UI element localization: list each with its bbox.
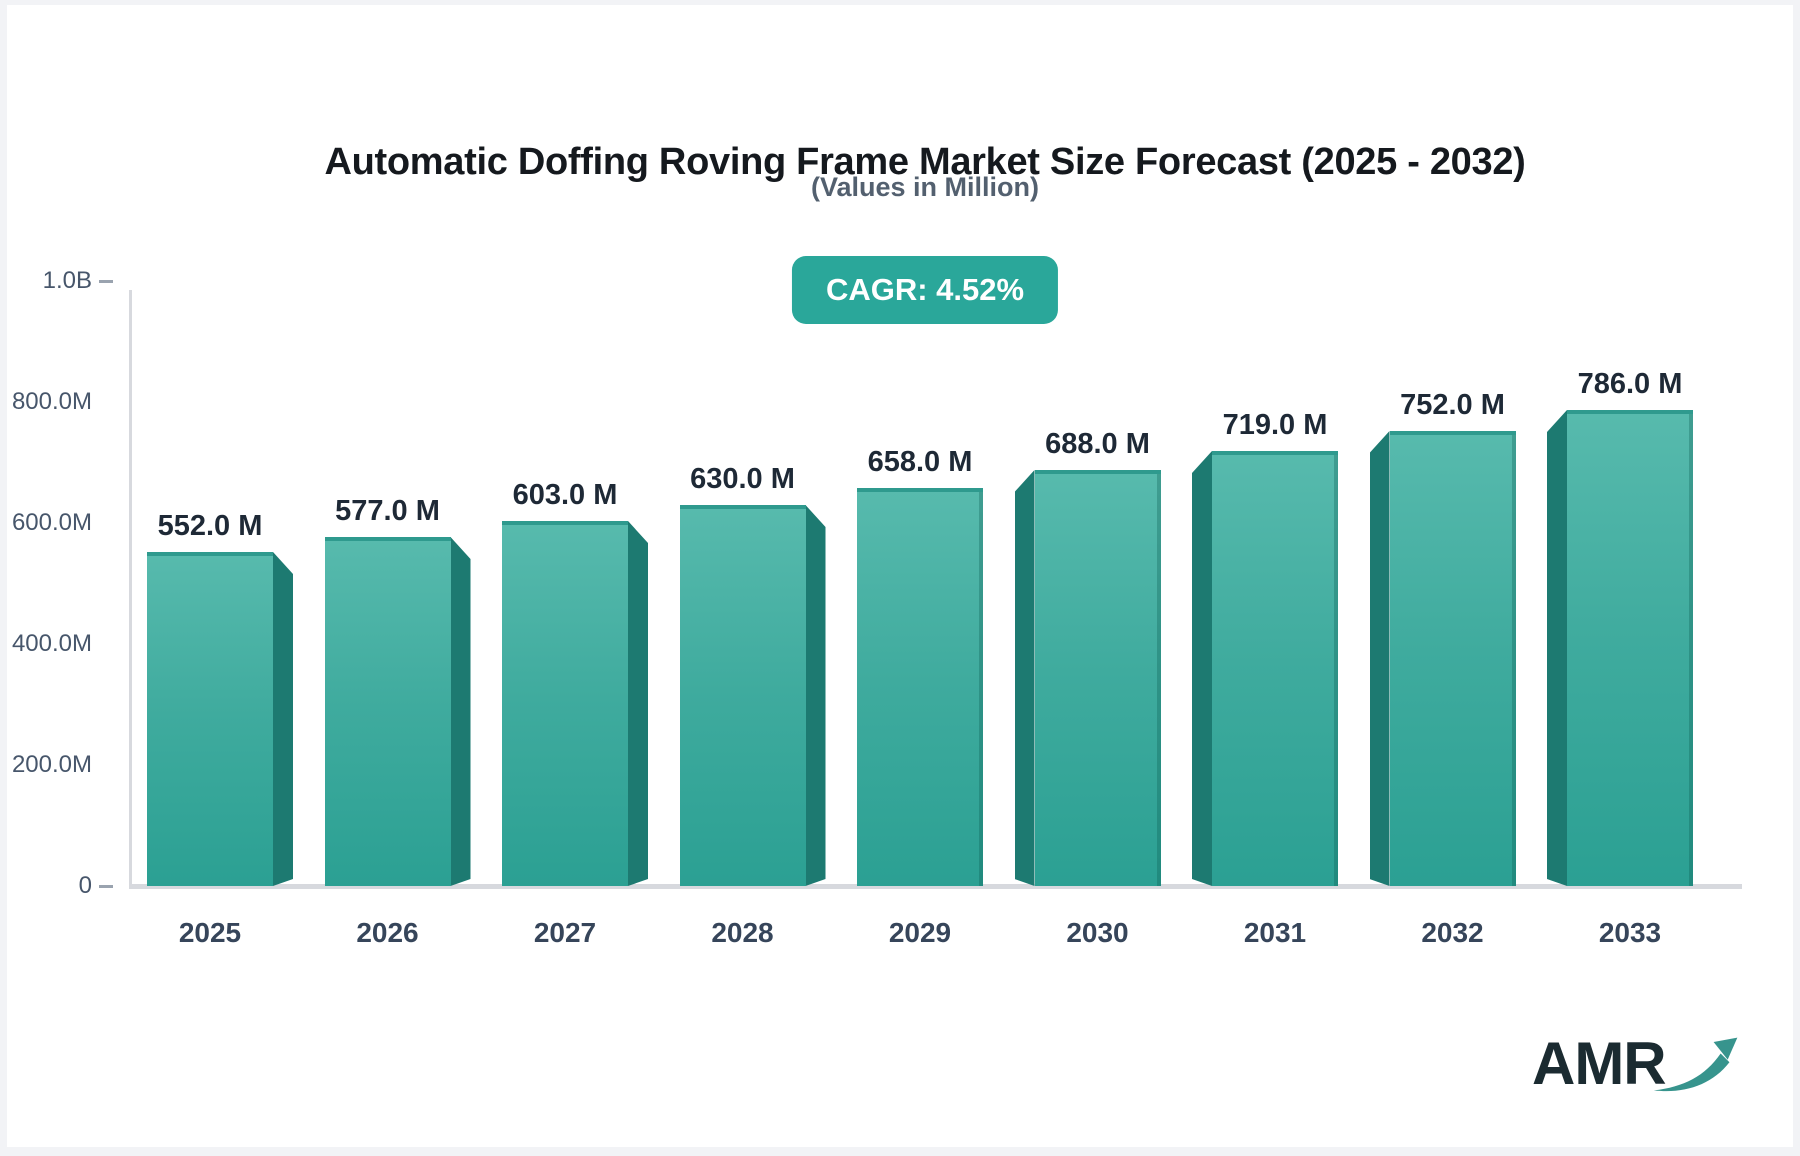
y-axis-tick-400.0M: 400.0M — [0, 630, 113, 658]
bar-value-label: 786.0 M — [1577, 368, 1683, 400]
bar-value-label: 552.0 M — [157, 510, 263, 542]
y-axis-tick-label: 600.0M — [11, 509, 92, 536]
bar-2031: 719.0 M — [1212, 409, 1338, 886]
bar-value-label: 603.0 M — [512, 479, 618, 511]
y-axis-tick-label: 0 — [78, 872, 92, 899]
cagr-badge-label: CAGR: 4.52% — [825, 272, 1025, 307]
bar-face — [502, 521, 628, 886]
x-axis-baseline — [129, 884, 1742, 889]
bar-face — [1034, 470, 1161, 886]
x-axis-label-2026: 2026 — [356, 917, 419, 948]
x-axis-label-2027: 2027 — [533, 917, 597, 948]
bar-2030: 688.0 M — [1034, 428, 1161, 886]
bar-face — [147, 552, 273, 886]
bar-3d-side — [451, 537, 471, 886]
y-axis-tick-label: 800.0M — [11, 388, 92, 415]
y-axis-tick-600.0M: 600.0M — [0, 509, 113, 537]
bar-3d-side — [806, 505, 826, 886]
bar-face — [1212, 451, 1338, 886]
tick-mark — [99, 279, 113, 283]
bar-value-label: 752.0 M — [1400, 389, 1505, 421]
x-axis-label-2031: 2031 — [1243, 917, 1307, 948]
bar-2032: 752.0 M — [1389, 389, 1516, 886]
bar-3d-side — [1192, 451, 1212, 886]
growth-arrow-icon — [1653, 1037, 1738, 1092]
bar-2027: 603.0 M — [502, 479, 628, 886]
y-axis-tick-label: 200.0M — [11, 751, 92, 778]
bar-face — [1389, 431, 1516, 886]
cagr-badge: CAGR: 4.52% — [791, 256, 1059, 324]
y-axis-line — [129, 290, 132, 886]
bar-value-label: 658.0 M — [867, 446, 973, 478]
bar-value-label: 630.0 M — [690, 463, 795, 495]
bar-2026: 577.0 M — [324, 495, 451, 886]
bar-value-label: 688.0 M — [1045, 428, 1150, 460]
bar-3d-side — [273, 552, 293, 886]
y-axis-tick-200.0M: 200.0M — [0, 751, 113, 779]
y-axis-tick-800.0M: 800.0M — [0, 388, 113, 416]
bar-face — [1567, 410, 1693, 886]
x-axis-label-2033: 2033 — [1598, 917, 1662, 948]
bar-3d-side — [1547, 410, 1567, 886]
amr-logo-text: AMR — [1532, 1030, 1667, 1097]
bar-value-label: 719.0 M — [1222, 409, 1328, 441]
y-axis-tick-1.0B: 1.0B — [0, 267, 113, 295]
bar-value-label: 577.0 M — [335, 495, 440, 527]
bar-2028: 630.0 M — [679, 463, 806, 886]
bar-face — [324, 537, 451, 886]
bar-face — [857, 488, 983, 886]
bar-2025: 552.0 M — [147, 510, 273, 886]
bar-3d-side — [628, 521, 648, 886]
bar-face — [679, 505, 806, 886]
x-axis-label-2030: 2030 — [1066, 917, 1129, 948]
x-axis-label-2029: 2029 — [888, 917, 952, 948]
amr-logo: AMR — [1532, 1032, 1740, 1096]
y-axis-tick-label: 400.0M — [11, 630, 92, 657]
y-axis-tick-0: 0 — [0, 872, 113, 900]
bar-3d-side — [1370, 431, 1390, 886]
chart-subtitle: (Values in Million) — [810, 172, 1040, 202]
chart-title: Automatic Doffing Roving Frame Market Si… — [324, 141, 1526, 184]
x-axis-label-2025: 2025 — [178, 917, 242, 948]
x-axis-label-2032: 2032 — [1421, 917, 1484, 948]
y-axis-tick-label: 1.0B — [42, 267, 92, 294]
x-axis-label-2028: 2028 — [711, 917, 774, 948]
bar-3d-side — [1015, 470, 1035, 886]
bar-2029: 658.0 M — [857, 446, 983, 886]
tick-mark — [99, 884, 113, 888]
bar-2033: 786.0 M — [1567, 368, 1693, 886]
